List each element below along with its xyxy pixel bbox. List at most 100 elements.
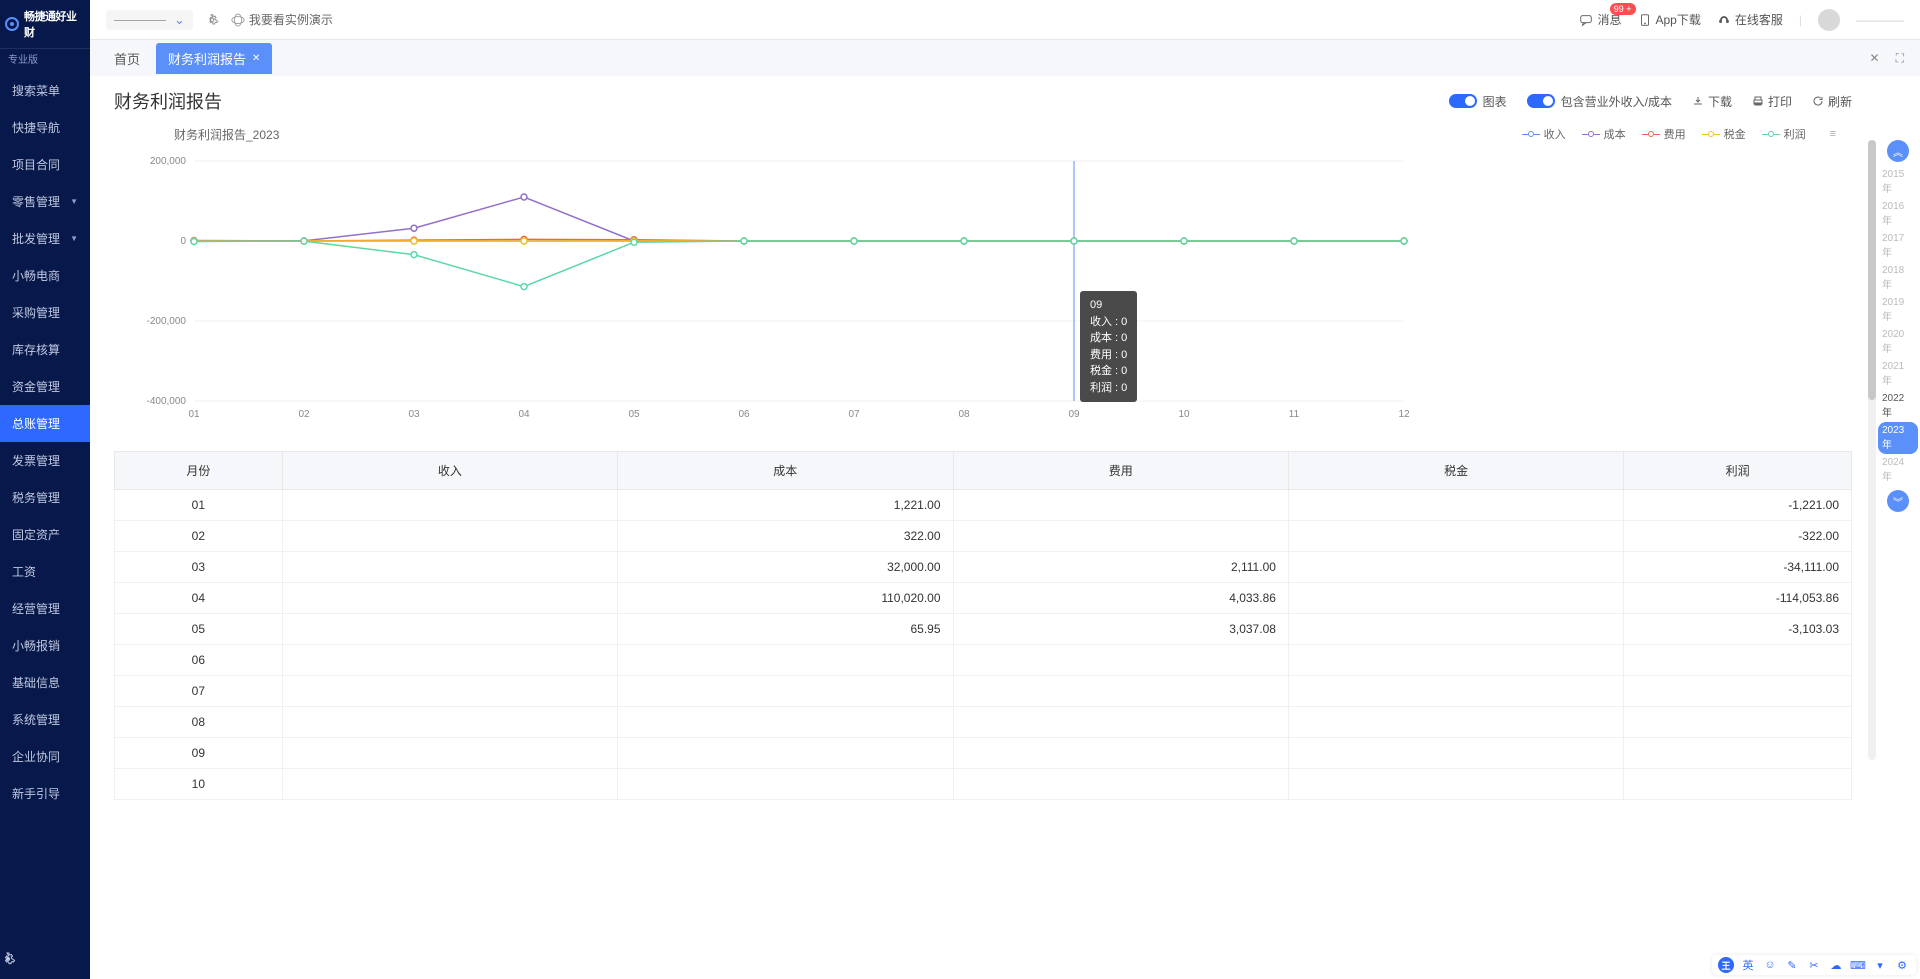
sidebar-settings-icon[interactable] [0,951,90,967]
sidebar-item-14[interactable]: 经营管理 [0,590,90,627]
refresh-label: 刷新 [1828,93,1852,110]
print-button[interactable]: 打印 [1752,93,1792,110]
legend-menu-icon[interactable]: ≡ [1830,128,1836,140]
sidebar-item-10[interactable]: 发票管理 [0,442,90,479]
chart-toggle[interactable] [1449,94,1477,108]
table-header: 收入 [282,452,617,490]
svg-text:03: 03 [408,409,420,420]
ime-keyboard-icon[interactable]: ⌨ [1850,957,1866,973]
fullscreen-icon[interactable]: ⛶ [1892,49,1908,68]
table-row: 04110,020.004,033.86-114,053.86 [115,583,1852,614]
svg-text:11: 11 [1289,409,1300,420]
ime-smile-icon[interactable]: ☺ [1762,957,1778,973]
user-avatar[interactable] [1818,9,1840,31]
year-item[interactable]: 2015年 [1878,166,1918,198]
table-row: 07 [115,676,1852,707]
messages-button[interactable]: 消息 99 + [1579,11,1621,28]
sidebar-item-8[interactable]: 资金管理 [0,368,90,405]
company-selector[interactable]: ———— ⌄ [106,10,193,30]
sidebar-item-7[interactable]: 库存核算 [0,331,90,368]
sidebar-item-6[interactable]: 采购管理 [0,294,90,331]
table-row: 02322.00-322.00 [115,521,1852,552]
table-row: 0565.953,037.08-3,103.03 [115,614,1852,645]
download-button[interactable]: 下载 [1692,93,1732,110]
year-item[interactable]: 2022年 [1878,390,1918,422]
ime-edit-icon[interactable]: ✎ [1784,957,1800,973]
svg-text:04: 04 [518,409,530,420]
sidebar-item-13[interactable]: 工资 [0,553,90,590]
tab-0[interactable]: 首页 [102,43,152,74]
year-item[interactable]: 2017年 [1878,230,1918,262]
year-item[interactable]: 2021年 [1878,358,1918,390]
sidebar-item-5[interactable]: 小畅电商 [0,257,90,294]
app-edition: 专业版 [0,49,90,72]
ime-lang-icon[interactable]: 英 [1740,957,1756,973]
chevron-down-icon: ▼ [70,234,78,243]
ime-scissors-icon[interactable]: ✂ [1806,957,1822,973]
year-rail: ︽ 2015年2016年2017年2018年2019年2020年2021年202… [1878,140,1918,512]
refresh-button[interactable]: 刷新 [1812,93,1852,110]
sidebar-item-12[interactable]: 固定资产 [0,516,90,553]
svg-text:07: 07 [848,409,860,420]
app-download-button[interactable]: App下载 [1638,11,1701,28]
chart-legend: 收入成本费用税金利润 ≡ [1522,126,1836,142]
sidebar-item-4[interactable]: 批发管理▼ [0,220,90,257]
year-item[interactable]: 2016年 [1878,198,1918,230]
gear-icon[interactable] [205,13,219,27]
close-icon[interactable]: ✕ [252,53,260,64]
main-content: 财务利润报告 图表 包含营业外收入/成本 下载 打印 刷新 [90,76,1876,979]
table-row: 09 [115,738,1852,769]
company-name-placeholder: ———— [114,12,166,27]
app-download-label: App下载 [1656,11,1701,28]
legend-item[interactable]: 费用 [1642,126,1686,142]
sidebar-item-1[interactable]: 快捷导航 [0,109,90,146]
sidebar-item-11[interactable]: 税务管理 [0,479,90,516]
legend-item[interactable]: 利润 [1762,126,1806,142]
ime-cloud-icon[interactable]: ☁ [1828,957,1844,973]
table-header: 费用 [953,452,1288,490]
online-service-button[interactable]: 在线客服 [1717,11,1783,28]
include-ext-toggle[interactable] [1527,94,1555,108]
sidebar-item-19[interactable]: 新手引导 [0,775,90,812]
year-item[interactable]: 2024年 [1878,454,1918,486]
legend-item[interactable]: 成本 [1582,126,1626,142]
sidebar: 畅捷通好业财 专业版 搜索菜单快捷导航项目合同零售管理▼批发管理▼小畅电商采购管… [0,0,90,979]
svg-text:01: 01 [188,409,200,420]
vertical-scrollbar[interactable] [1868,140,1876,760]
download-label: 下载 [1708,93,1732,110]
year-item[interactable]: 2018年 [1878,262,1918,294]
chevron-down-icon: ⌄ [174,12,185,28]
year-scroll-down-icon[interactable]: ︾ [1887,490,1909,512]
profit-line-chart[interactable]: 200,0000-200,000-400,0000102030405060708… [114,151,1414,431]
table-header: 利润 [1624,452,1852,490]
sidebar-item-9[interactable]: 总账管理 [0,405,90,442]
legend-item[interactable]: 税金 [1702,126,1746,142]
year-scroll-up-icon[interactable]: ︽ [1887,140,1909,162]
tabs-bar: 首页财务利润报告✕ ✕ ⛶ [90,40,1920,76]
table-row: 08 [115,707,1852,738]
year-item[interactable]: 2019年 [1878,294,1918,326]
ime-down-icon[interactable]: ▾ [1872,957,1888,973]
ime-toolbar: 王 英 ☺ ✎ ✂ ☁ ⌨ ▾ ⚙ [1712,955,1916,975]
user-name-placeholder: ———— [1856,13,1904,27]
sidebar-item-2[interactable]: 项目合同 [0,146,90,183]
svg-text:02: 02 [298,409,310,420]
sidebar-item-3[interactable]: 零售管理▼ [0,183,90,220]
demo-link[interactable]: 我要看实例演示 [231,11,333,28]
tab-1[interactable]: 财务利润报告✕ [156,43,272,74]
year-item[interactable]: 2020年 [1878,326,1918,358]
sidebar-item-17[interactable]: 系统管理 [0,701,90,738]
sidebar-item-15[interactable]: 小畅报销 [0,627,90,664]
year-item[interactable]: 2023年 [1878,422,1918,454]
svg-text:05: 05 [628,409,640,420]
legend-item[interactable]: 收入 [1522,126,1566,142]
tab-close-all-icon[interactable]: ✕ [1866,49,1884,68]
ime-gear-icon[interactable]: ⚙ [1894,957,1910,973]
sidebar-item-18[interactable]: 企业协同 [0,738,90,775]
svg-text:200,000: 200,000 [150,156,187,167]
profit-data-table: 月份收入成本费用税金利润 011,221.00-1,221.0002322.00… [114,451,1852,800]
sidebar-item-0[interactable]: 搜索菜单 [0,72,90,109]
ime-engine-icon[interactable]: 王 [1718,957,1734,973]
sidebar-item-16[interactable]: 基础信息 [0,664,90,701]
table-row: 10 [115,769,1852,800]
